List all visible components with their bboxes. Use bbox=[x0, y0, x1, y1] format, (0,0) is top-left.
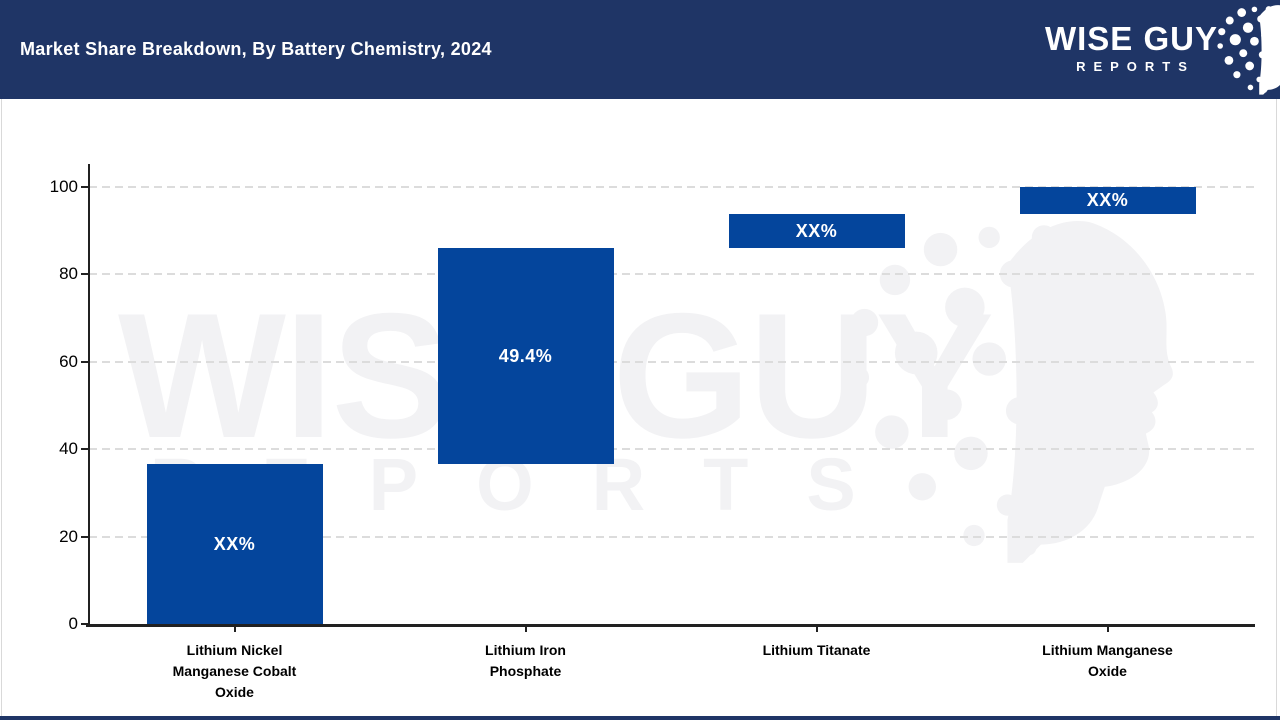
logo-wordmark: WISE GUY bbox=[1044, 20, 1218, 57]
category-label-4: Lithium Manganese Oxide bbox=[1042, 642, 1173, 679]
y-tick-label: 0 bbox=[68, 614, 78, 633]
right-frame-line bbox=[1276, 99, 1277, 716]
logo-text: WISE GUY REPORTS bbox=[1044, 20, 1218, 75]
y-tick bbox=[81, 185, 88, 188]
y-tick bbox=[81, 535, 88, 538]
x-axis-line bbox=[86, 624, 1255, 627]
y-tick bbox=[81, 623, 88, 625]
y-tick bbox=[81, 273, 88, 275]
gridline bbox=[89, 448, 1258, 450]
y-tick-label: 20 bbox=[59, 526, 78, 546]
x-tick bbox=[233, 624, 236, 632]
y-tick bbox=[81, 448, 88, 450]
gridline bbox=[89, 273, 1258, 275]
category-label-1: Lithium Nickel Manganese Cobalt Oxide bbox=[172, 642, 297, 700]
logo-subtext: REPORTS bbox=[1076, 59, 1195, 74]
category-label-2: Lithium Iron Phosphate bbox=[485, 642, 566, 679]
bar-4 bbox=[1019, 186, 1196, 214]
footer-bar bbox=[0, 716, 1280, 720]
y-tick bbox=[81, 360, 88, 363]
bar-label-2: 49.4% bbox=[498, 345, 553, 366]
y-tick-label: 80 bbox=[59, 264, 78, 283]
bar-1 bbox=[146, 463, 323, 624]
bar-2 bbox=[437, 247, 614, 464]
header: Market Share Breakdown, By Battery Chemi… bbox=[0, 0, 1280, 99]
left-frame-line bbox=[1, 99, 2, 716]
x-tick bbox=[1106, 624, 1109, 632]
y-tick-label: 60 bbox=[59, 351, 78, 371]
bar-3 bbox=[728, 213, 905, 248]
bar-label-3: XX% bbox=[795, 220, 838, 241]
y-tick-label: 100 bbox=[49, 176, 78, 196]
page-title: Market Share Breakdown, By Battery Chemi… bbox=[20, 39, 492, 59]
y-axis-line bbox=[88, 164, 90, 626]
gridline bbox=[89, 360, 1258, 363]
y-tick-label: 40 bbox=[59, 439, 78, 458]
brand-logo: WISE GUY REPORTS bbox=[1010, 0, 1280, 99]
gridline bbox=[89, 185, 1258, 188]
bar-label-1: XX% bbox=[213, 533, 256, 554]
x-tick bbox=[815, 624, 818, 632]
category-label-3: Lithium Titanate bbox=[762, 642, 871, 658]
x-tick bbox=[524, 624, 527, 632]
bar-label-4: XX% bbox=[1086, 190, 1129, 211]
gridline bbox=[89, 535, 1258, 538]
